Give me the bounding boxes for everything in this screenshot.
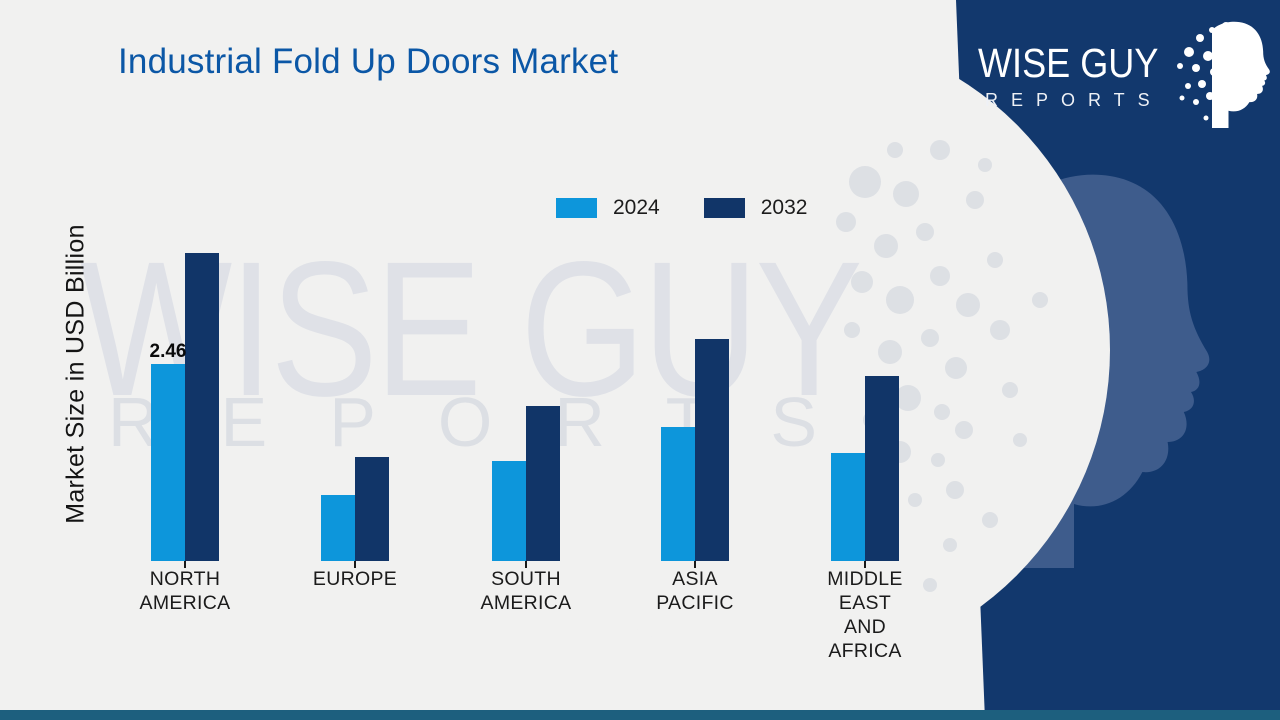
wiseguy-logo: WISE GUY REPORTS [978, 40, 1183, 111]
category-label-line: EUROPE [312, 568, 398, 590]
logo-subtitle: REPORTS [985, 90, 1163, 110]
bar-value-label: 2.46 [149, 341, 187, 362]
bar-2032-middle-east-and-africa [865, 376, 899, 561]
bar-2024-middle-east-and-africa [831, 453, 865, 561]
category-label-line: EAST [838, 592, 892, 614]
category-label-line: SOUTH [491, 568, 561, 590]
bar-2032-europe [355, 457, 389, 561]
category-label-line: PACIFIC [656, 592, 734, 614]
category-label-line: AMERICA [480, 592, 572, 614]
bar-2032-south-america [526, 406, 560, 561]
bar-2024-asia-pacific [661, 427, 695, 561]
category-label-line: AFRICA [828, 640, 902, 662]
logo-wordmark: WISE GUY [978, 40, 1159, 86]
bar-2024-south-america [492, 461, 526, 561]
bottom-accent-strip [0, 710, 1280, 720]
bar-2032-north-america [185, 253, 219, 561]
category-label-south-america: SOUTH AMERICA [436, 567, 616, 615]
category-label-north-america: NORTH AMERICA [95, 567, 275, 615]
category-label-line: NORTH [149, 568, 221, 590]
category-label-middle-east-and-africa: MIDDLE EAST AND AFRICA [775, 567, 955, 663]
category-label-line: AMERICA [139, 592, 231, 614]
x-axis-tick [354, 561, 356, 568]
category-label-line: AND [843, 616, 887, 638]
bar-2024-north-america [151, 364, 185, 561]
category-label-line: MIDDLE [827, 568, 903, 590]
bar-2024-europe [321, 495, 355, 561]
category-label-europe: EUROPE [265, 567, 445, 591]
category-label-asia-pacific: ASIA PACIFIC [605, 567, 785, 615]
bar-2032-asia-pacific [695, 339, 729, 561]
category-label-line: ASIA [672, 568, 718, 590]
x-axis-tick [184, 561, 186, 568]
